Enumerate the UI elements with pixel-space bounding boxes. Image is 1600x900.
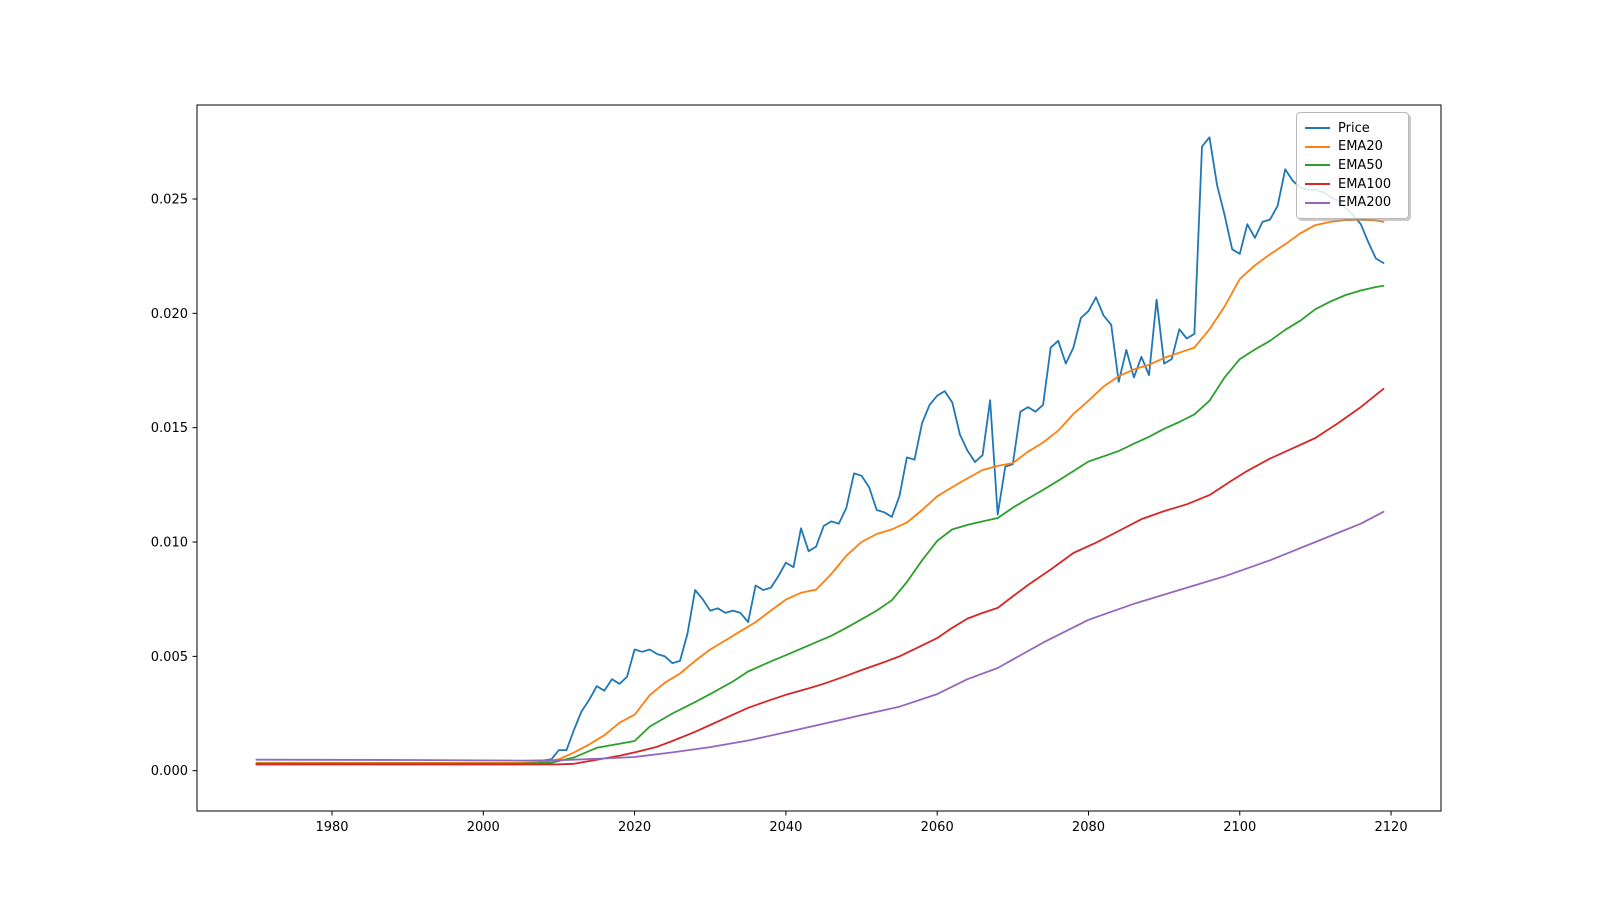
y-tick-label-0.000: 0.000 xyxy=(151,764,188,779)
x-tick-label-2100: 2100 xyxy=(1223,820,1256,835)
legend-label: EMA200 xyxy=(1338,195,1392,211)
legend-entry-ema100: EMA100 xyxy=(1305,175,1400,194)
legend-label: Price xyxy=(1338,120,1370,136)
legend-entry-price: Price xyxy=(1305,119,1400,138)
legend-entry-ema20: EMA20 xyxy=(1305,138,1400,157)
x-tick-label-1980: 1980 xyxy=(315,820,348,835)
x-tick-label-2080: 2080 xyxy=(1072,820,1105,835)
legend-label: EMA50 xyxy=(1338,157,1383,173)
ema200-line xyxy=(255,510,1385,762)
ema200-line-swatch xyxy=(1305,201,1330,204)
y-tick-label-0.015: 0.015 xyxy=(151,421,188,436)
y-tick-label-0.005: 0.005 xyxy=(151,650,188,665)
y-tick-label-0.020: 0.020 xyxy=(151,307,188,322)
x-tick-label-2000: 2000 xyxy=(467,820,500,835)
ema20-line xyxy=(255,218,1385,764)
legend-label: EMA100 xyxy=(1338,176,1392,192)
ema20-line-swatch xyxy=(1305,145,1330,148)
ema100-line xyxy=(255,387,1385,766)
y-tick-label-0.010: 0.010 xyxy=(151,536,188,551)
ema50-line xyxy=(255,284,1385,765)
x-tick-label-2020: 2020 xyxy=(618,820,651,835)
legend: Price EMA20 EMA50 EMA100 EMA200 xyxy=(1296,112,1409,219)
x-tick-label-2120: 2120 xyxy=(1375,820,1408,835)
ema50-line-swatch xyxy=(1305,164,1330,167)
plot-frame xyxy=(196,104,1442,812)
legend-entry-ema50: EMA50 xyxy=(1305,156,1400,175)
price-line-swatch xyxy=(1305,127,1330,130)
y-tick-label-0.025: 0.025 xyxy=(151,193,188,208)
x-tick-label-2060: 2060 xyxy=(921,820,954,835)
ema100-line-swatch xyxy=(1305,183,1330,186)
legend-label: EMA20 xyxy=(1338,139,1383,155)
legend-entry-ema200: EMA200 xyxy=(1305,193,1400,212)
x-tick-label-2040: 2040 xyxy=(769,820,802,835)
